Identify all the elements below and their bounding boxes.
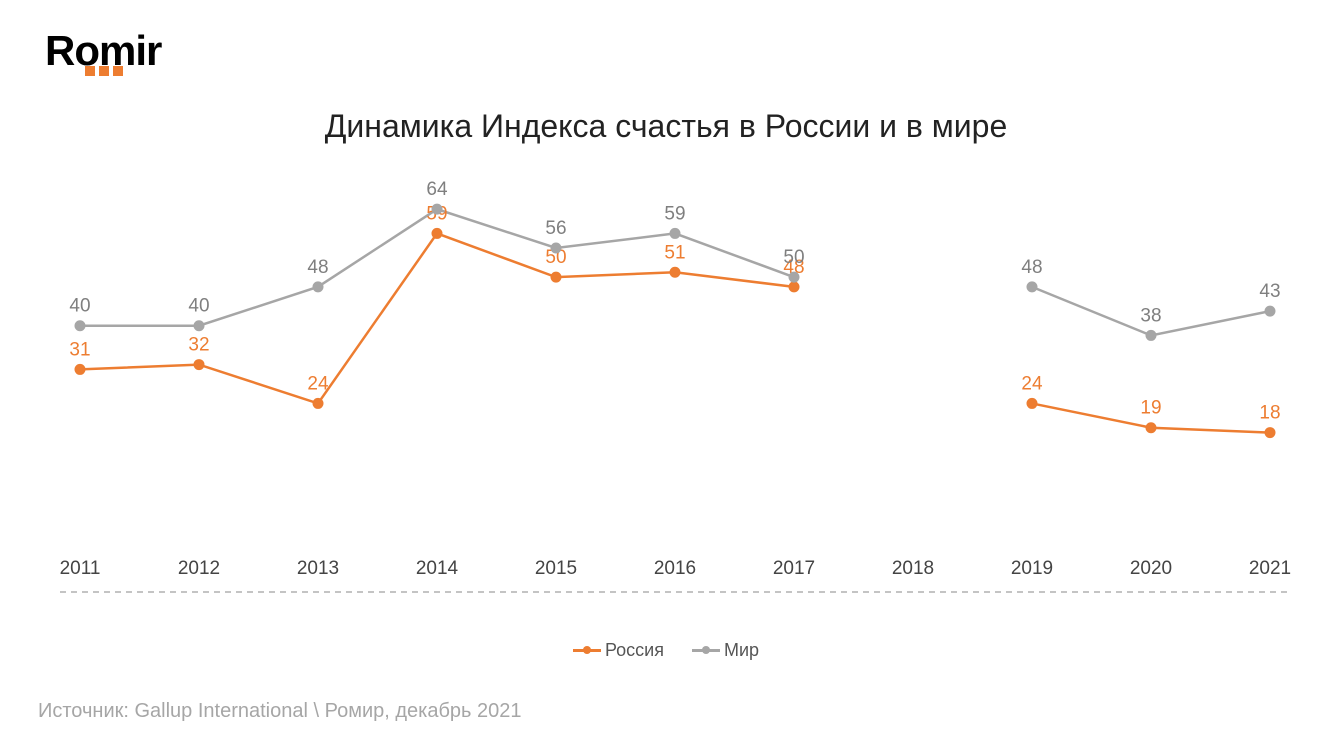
data-label-russia: 32 (188, 335, 209, 356)
data-label-world: 64 (426, 179, 448, 200)
x-tick-label: 2018 (892, 558, 934, 579)
line-chart: 2011 2012 2013 2014 2015 2016 2017 2018 2019 2020… (60, 180, 1290, 600)
x-tick-label: 2020 (1130, 558, 1172, 579)
data-label-russia: 19 (1140, 398, 1161, 419)
x-tick-label: 2021 (1249, 558, 1291, 579)
data-label-world: 48 (307, 257, 328, 278)
x-tick-label: 2016 (654, 558, 696, 579)
series-line-russia (80, 233, 1270, 432)
series-marker-world (789, 272, 799, 282)
series-marker-russia (1027, 398, 1037, 408)
source-attribution: Источник: Gallup International \ Ромир, … (38, 700, 522, 723)
series-marker-world (1027, 282, 1037, 292)
series-marker-world (1265, 306, 1275, 316)
series-marker-world (551, 243, 561, 253)
x-tick-label: 2019 (1011, 558, 1053, 579)
data-label-russia: 24 (1021, 373, 1043, 394)
x-tick-label: 2014 (416, 558, 459, 579)
data-label-world: 59 (664, 203, 685, 224)
series-marker-russia (551, 272, 561, 282)
series-marker-world (194, 321, 204, 331)
x-tick-label: 2011 (60, 558, 101, 579)
x-tick-label: 2017 (773, 558, 815, 579)
data-label-russia: 51 (664, 242, 685, 263)
data-label-world: 48 (1021, 257, 1042, 278)
data-label-world: 43 (1259, 281, 1280, 302)
logo-dot-icon (99, 66, 109, 76)
series-marker-russia (1146, 423, 1156, 433)
data-label-world: 56 (545, 218, 566, 239)
chart-area: 2011 2012 2013 2014 2015 2016 2017 2018 2019 2020… (60, 180, 1290, 600)
data-label-russia: 24 (307, 373, 329, 394)
legend-item-world: Мир (692, 640, 759, 661)
data-label-russia: 31 (69, 339, 90, 360)
legend-dot-icon (583, 646, 591, 654)
data-label-world: 40 (188, 296, 209, 317)
series-marker-world (75, 321, 85, 331)
series-marker-russia (789, 282, 799, 292)
series-marker-world (670, 228, 680, 238)
series-marker-world (1146, 330, 1156, 340)
series-marker-world (432, 204, 442, 214)
series-marker-russia (75, 364, 85, 374)
data-label-world: 50 (783, 247, 804, 268)
logo-dot-icon (113, 66, 123, 76)
page-root: Romir Динамика Индекса счастья в России … (0, 0, 1332, 750)
logo-dot-icon (85, 66, 95, 76)
x-tick-label: 2012 (178, 558, 220, 579)
legend-dot-icon (702, 646, 710, 654)
legend-item-russia: Россия (573, 640, 664, 661)
x-tick-label: 2013 (297, 558, 339, 579)
chart-title: Динамика Индекса счастья в России и в ми… (0, 108, 1332, 145)
legend-label: Россия (605, 640, 664, 661)
data-label-russia: 18 (1259, 403, 1280, 424)
series-marker-russia (313, 398, 323, 408)
data-label-world: 40 (69, 296, 90, 317)
chart-legend: Россия Мир (0, 640, 1332, 661)
series-marker-russia (432, 228, 442, 238)
legend-label: Мир (724, 640, 759, 661)
legend-swatch-icon (692, 649, 720, 652)
data-label-world: 38 (1140, 305, 1161, 326)
series-marker-russia (670, 267, 680, 277)
legend-swatch-icon (573, 649, 601, 652)
series-marker-russia (194, 360, 204, 370)
series-marker-world (313, 282, 323, 292)
brand-logo: Romir (45, 30, 161, 76)
x-tick-label: 2015 (535, 558, 577, 579)
series-marker-russia (1265, 428, 1275, 438)
